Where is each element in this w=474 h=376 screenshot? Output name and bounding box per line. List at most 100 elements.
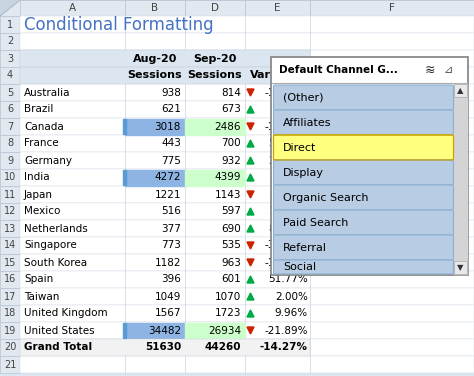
- Bar: [20, 186, 474, 203]
- Text: United States: United States: [24, 326, 95, 335]
- Text: 51.77%: 51.77%: [268, 274, 308, 285]
- Text: -14.27%: -14.27%: [260, 343, 308, 353]
- Polygon shape: [247, 310, 254, 317]
- Text: Germany: Germany: [24, 156, 72, 165]
- Bar: [125, 323, 185, 338]
- Text: Mexico: Mexico: [24, 206, 60, 217]
- Text: 21: 21: [4, 359, 16, 370]
- Text: 690: 690: [221, 223, 241, 233]
- Text: Canada: Canada: [24, 121, 64, 132]
- Text: 1567: 1567: [155, 308, 181, 318]
- Bar: [123, 170, 126, 185]
- Text: 775: 775: [161, 156, 181, 165]
- Text: India: India: [24, 173, 50, 182]
- Bar: [20, 339, 310, 356]
- Text: 4399: 4399: [215, 173, 241, 182]
- Bar: [454, 84, 467, 97]
- Bar: [20, 322, 474, 339]
- Bar: [0, 135, 20, 152]
- Bar: [20, 339, 474, 356]
- Bar: [0, 152, 20, 169]
- Text: 17: 17: [4, 291, 16, 302]
- Polygon shape: [0, 0, 20, 16]
- Text: 3: 3: [7, 53, 13, 64]
- Polygon shape: [247, 106, 254, 113]
- Text: 12: 12: [4, 206, 16, 217]
- Bar: [185, 323, 245, 338]
- Text: Spain: Spain: [24, 274, 53, 285]
- Text: 773: 773: [161, 241, 181, 250]
- Text: 1: 1: [7, 20, 13, 29]
- Text: Sep-20: Sep-20: [193, 53, 237, 64]
- Bar: [123, 119, 126, 134]
- Text: 20: 20: [4, 343, 16, 353]
- Bar: [0, 101, 20, 118]
- Text: 396: 396: [161, 274, 181, 285]
- Text: 26934: 26934: [208, 326, 241, 335]
- Text: 2: 2: [7, 36, 13, 47]
- Bar: [0, 16, 20, 33]
- Bar: [0, 0, 474, 16]
- Text: 938: 938: [161, 88, 181, 97]
- Text: Variance: Variance: [250, 71, 305, 80]
- Text: 932: 932: [221, 156, 241, 165]
- Text: 1182: 1182: [155, 258, 181, 267]
- Polygon shape: [247, 174, 254, 181]
- Bar: [20, 0, 125, 16]
- Bar: [0, 67, 20, 84]
- Text: 621: 621: [161, 105, 181, 115]
- Bar: [245, 0, 310, 16]
- Bar: [185, 170, 245, 185]
- Bar: [20, 237, 474, 254]
- Bar: [20, 356, 474, 373]
- Text: 2486: 2486: [215, 121, 241, 132]
- Bar: [0, 271, 20, 288]
- Bar: [20, 271, 474, 288]
- Text: 443: 443: [161, 138, 181, 149]
- Bar: [125, 170, 185, 185]
- Text: 15.70%: 15.70%: [268, 206, 308, 217]
- Bar: [185, 0, 245, 16]
- Text: Paid Search: Paid Search: [283, 218, 348, 228]
- Text: Aug-20: Aug-20: [133, 53, 177, 64]
- Text: 51630: 51630: [145, 343, 181, 353]
- Bar: [20, 50, 310, 67]
- Text: 20.26%: 20.26%: [268, 156, 308, 165]
- Polygon shape: [247, 259, 254, 266]
- Text: Direct: Direct: [283, 143, 316, 153]
- FancyBboxPatch shape: [271, 57, 468, 275]
- Bar: [0, 186, 20, 203]
- Bar: [20, 169, 474, 186]
- Bar: [123, 323, 126, 338]
- Bar: [0, 33, 20, 50]
- Polygon shape: [247, 157, 254, 164]
- Text: 19: 19: [4, 326, 16, 335]
- FancyBboxPatch shape: [273, 210, 454, 235]
- Bar: [20, 67, 474, 84]
- Text: 3018: 3018: [155, 121, 181, 132]
- Text: 14: 14: [4, 241, 16, 250]
- Text: 5: 5: [7, 88, 13, 97]
- Bar: [0, 305, 20, 322]
- Text: -21.89%: -21.89%: [264, 326, 308, 335]
- FancyBboxPatch shape: [273, 85, 454, 110]
- Bar: [20, 135, 474, 152]
- Text: 516: 516: [161, 206, 181, 217]
- Text: 83.02%: 83.02%: [268, 223, 308, 233]
- Polygon shape: [247, 327, 254, 334]
- Bar: [20, 288, 474, 305]
- Bar: [0, 220, 20, 237]
- FancyBboxPatch shape: [273, 260, 454, 274]
- Text: Grand Total: Grand Total: [24, 343, 92, 353]
- Text: Social: Social: [283, 262, 316, 273]
- Polygon shape: [247, 293, 254, 300]
- FancyBboxPatch shape: [273, 235, 454, 260]
- Bar: [20, 254, 474, 271]
- Bar: [310, 0, 474, 16]
- Text: Singapore: Singapore: [24, 241, 77, 250]
- Bar: [20, 152, 474, 169]
- Polygon shape: [247, 225, 254, 232]
- Text: Brazil: Brazil: [24, 105, 54, 115]
- Bar: [454, 261, 467, 274]
- Text: 535: 535: [221, 241, 241, 250]
